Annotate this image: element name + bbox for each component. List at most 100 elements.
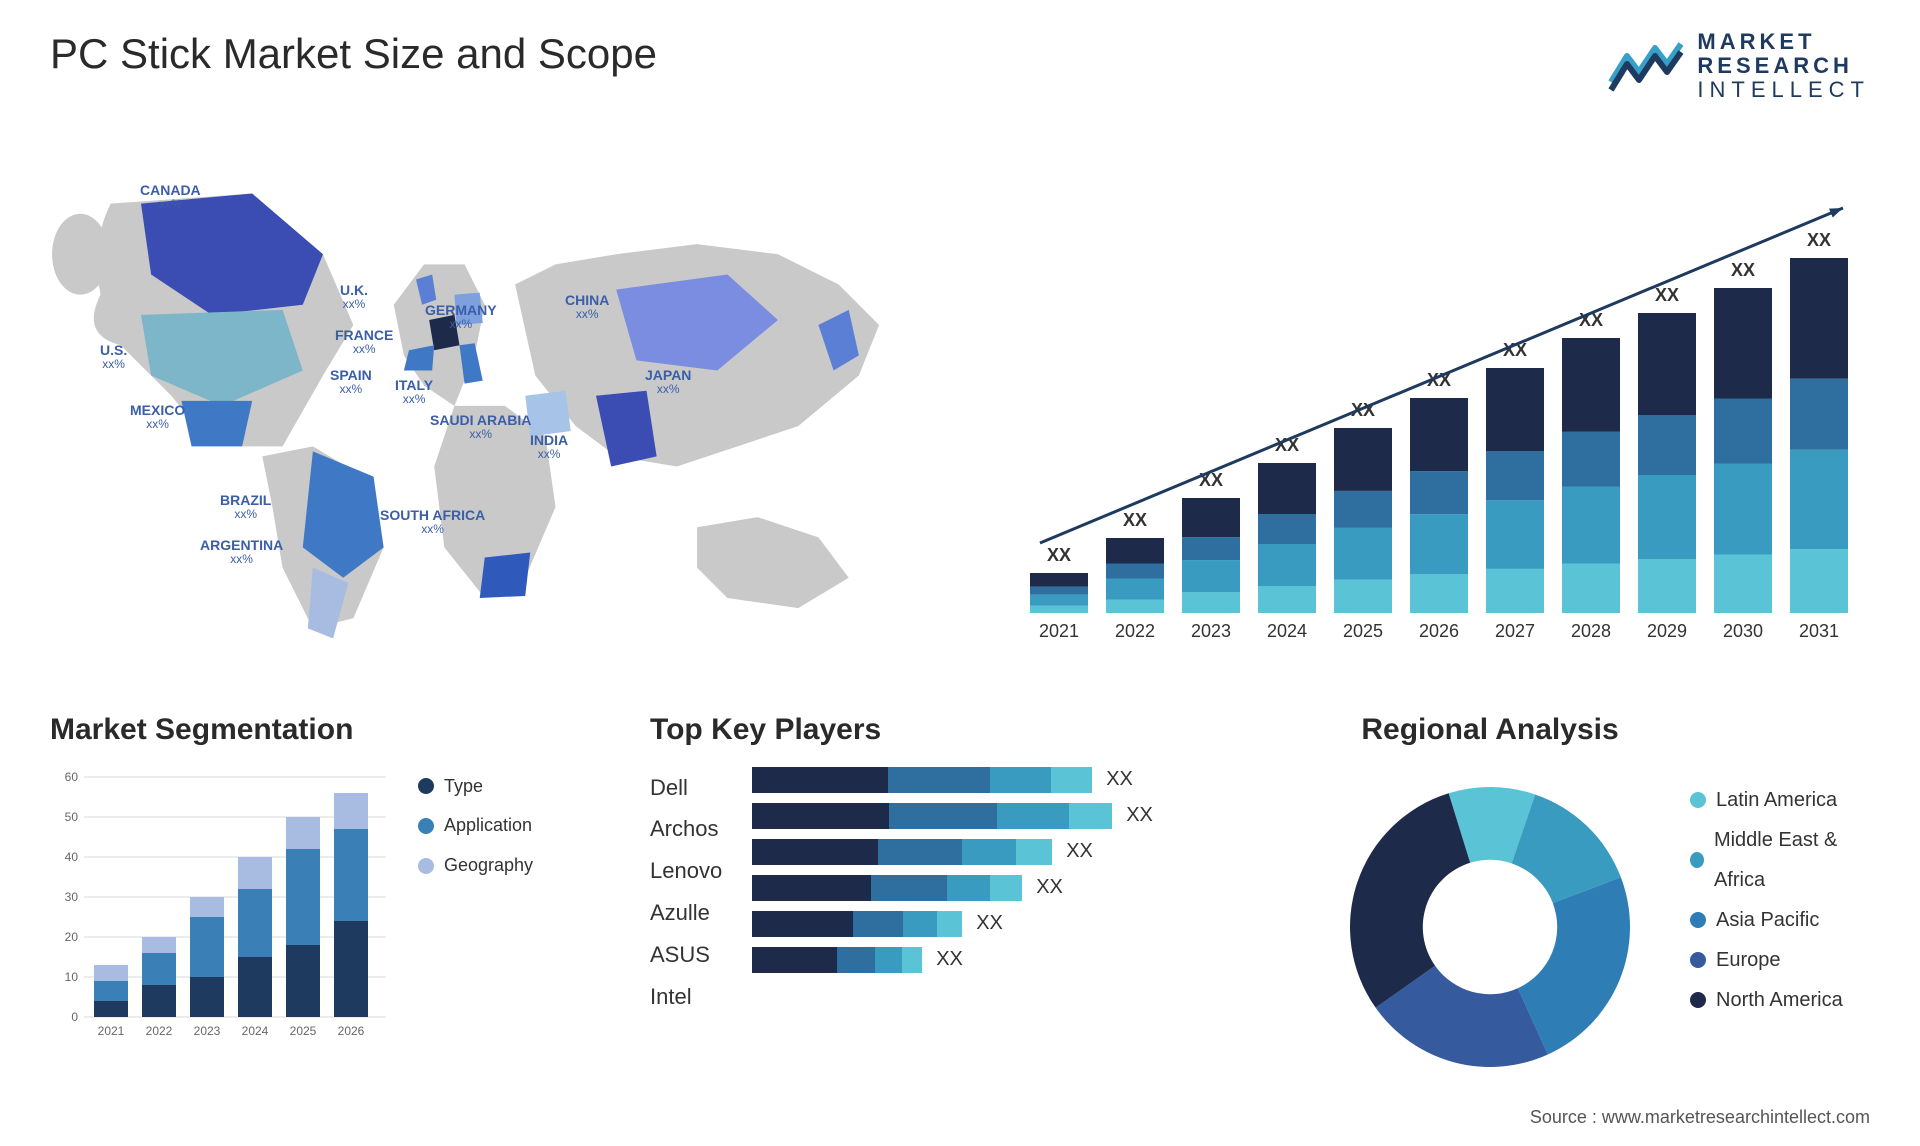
forecast-bar-seg (1410, 471, 1468, 514)
map-label-brazil: BRAZILxx% (220, 493, 271, 522)
seg-bar-seg (142, 937, 176, 953)
map-label-china: CHINAxx% (565, 293, 609, 322)
forecast-bar-seg (1030, 594, 1088, 605)
seg-xtick: 2024 (242, 1024, 269, 1038)
forecast-trend-arrowhead (1829, 208, 1843, 217)
player-name: Dell (650, 767, 722, 809)
seg-ytick: 60 (65, 770, 79, 784)
forecast-bar-seg (1562, 338, 1620, 432)
forecast-year-label: 2030 (1723, 621, 1763, 641)
player-bar-seg (752, 875, 871, 901)
player-bar-seg (752, 947, 837, 973)
player-bar-seg (937, 911, 962, 937)
legend-swatch (418, 818, 434, 834)
header: PC Stick Market Size and Scope MARKET RE… (50, 30, 1870, 103)
forecast-bar-seg (1030, 573, 1088, 587)
forecast-chart: XX2021XX2022XX2023XX2024XX2025XX2026XX20… (1010, 143, 1870, 663)
player-bar-seg (752, 911, 853, 937)
player-bar-seg (902, 947, 922, 973)
player-bar (752, 803, 1112, 829)
player-value: XX (1066, 840, 1093, 863)
map-label-south_africa: SOUTH AFRICAxx% (380, 508, 485, 537)
map-label-uk: U.K.xx% (340, 283, 368, 312)
player-bar-seg (947, 875, 990, 901)
forecast-year-label: 2022 (1115, 621, 1155, 641)
player-bar-seg (1016, 839, 1052, 865)
forecast-bar-label: XX (1503, 340, 1527, 360)
forecast-bar-seg (1030, 605, 1088, 612)
players-panel: Top Key Players DellArchosLenovoAzulleAS… (650, 713, 1290, 1087)
player-bar-seg (997, 803, 1069, 829)
player-bar-seg (1051, 767, 1092, 793)
players-bars: XXXXXXXXXXXX (752, 767, 1153, 1018)
forecast-bar-seg (1030, 586, 1088, 594)
seg-xtick: 2026 (338, 1024, 365, 1038)
forecast-bar-seg (1790, 549, 1848, 613)
player-value: XX (936, 948, 963, 971)
forecast-bar-label: XX (1807, 230, 1831, 250)
forecast-year-label: 2031 (1799, 621, 1839, 641)
logo-line3: INTELLECT (1697, 78, 1870, 102)
seg-legend-item: Type (418, 767, 533, 807)
forecast-bar-seg (1714, 398, 1772, 463)
legend-swatch (1690, 952, 1706, 968)
player-value: XX (1126, 804, 1153, 827)
forecast-svg: XX2021XX2022XX2023XX2024XX2025XX2026XX20… (1010, 143, 1870, 663)
donut-slice (1350, 793, 1470, 1007)
forecast-year-label: 2027 (1495, 621, 1535, 641)
forecast-bar-seg (1258, 586, 1316, 613)
forecast-bar-seg (1638, 475, 1696, 559)
player-bar (752, 839, 1052, 865)
forecast-bar-seg (1258, 514, 1316, 544)
source-attribution: Source : www.marketresearchintellect.com (1530, 1107, 1870, 1128)
brand-logo: MARKET RESEARCH INTELLECT (1607, 30, 1870, 103)
forecast-year-label: 2021 (1039, 621, 1079, 641)
forecast-bar-seg (1258, 544, 1316, 586)
forecast-year-label: 2028 (1571, 621, 1611, 641)
map-label-germany: GERMANYxx% (425, 303, 497, 332)
regional-panel: Regional Analysis Latin AmericaMiddle Ea… (1330, 713, 1870, 1087)
forecast-bar-seg (1638, 559, 1696, 613)
forecast-bar-seg (1790, 258, 1848, 379)
map-label-japan: JAPANxx% (645, 368, 691, 397)
player-value: XX (1036, 876, 1063, 899)
forecast-bar-seg (1334, 490, 1392, 527)
players-names: DellArchosLenovoAzulleASUSIntel (650, 767, 722, 1018)
map-country-india (596, 390, 657, 466)
player-bar-seg (752, 803, 889, 829)
forecast-bar-label: XX (1731, 260, 1755, 280)
forecast-bar-seg (1714, 554, 1772, 613)
regional-title: Regional Analysis (1330, 713, 1650, 747)
player-name: Lenovo (650, 850, 722, 892)
regional-legend-item: North America (1690, 980, 1870, 1020)
legend-label: Application (444, 806, 532, 846)
seg-bar-seg (238, 889, 272, 957)
map-label-italy: ITALYxx% (395, 378, 433, 407)
player-bar-seg (990, 767, 1051, 793)
legend-label: Asia Pacific (1716, 900, 1819, 940)
regional-legend-item: Middle East & Africa (1690, 820, 1870, 900)
logo-line2: RESEARCH (1697, 54, 1870, 78)
map-label-mexico: MEXICOxx% (130, 403, 185, 432)
players-title: Top Key Players (650, 713, 1290, 747)
forecast-bar-seg (1790, 449, 1848, 548)
seg-bar-seg (94, 965, 128, 981)
player-bar-seg (871, 875, 947, 901)
forecast-bar-seg (1410, 398, 1468, 471)
legend-swatch (418, 778, 434, 794)
regional-legend: Latin AmericaMiddle East & AfricaAsia Pa… (1690, 780, 1870, 1020)
seg-bar-seg (238, 857, 272, 889)
map-label-india: INDIAxx% (530, 433, 568, 462)
player-bar-seg (1069, 803, 1112, 829)
seg-bar-seg (286, 945, 320, 1017)
player-bar-seg (752, 767, 888, 793)
player-row: XX (752, 767, 1153, 793)
world-map-panel: CANADAxx%U.S.xx%MEXICOxx%BRAZILxx%ARGENT… (50, 143, 960, 663)
map-label-argentina: ARGENTINAxx% (200, 538, 283, 567)
seg-xtick: 2025 (290, 1024, 317, 1038)
map-label-canada: CANADAxx% (140, 183, 201, 212)
segmentation-title: Market Segmentation (50, 713, 610, 747)
player-name: Azulle (650, 892, 722, 934)
player-bar (752, 911, 962, 937)
seg-xtick: 2023 (194, 1024, 221, 1038)
